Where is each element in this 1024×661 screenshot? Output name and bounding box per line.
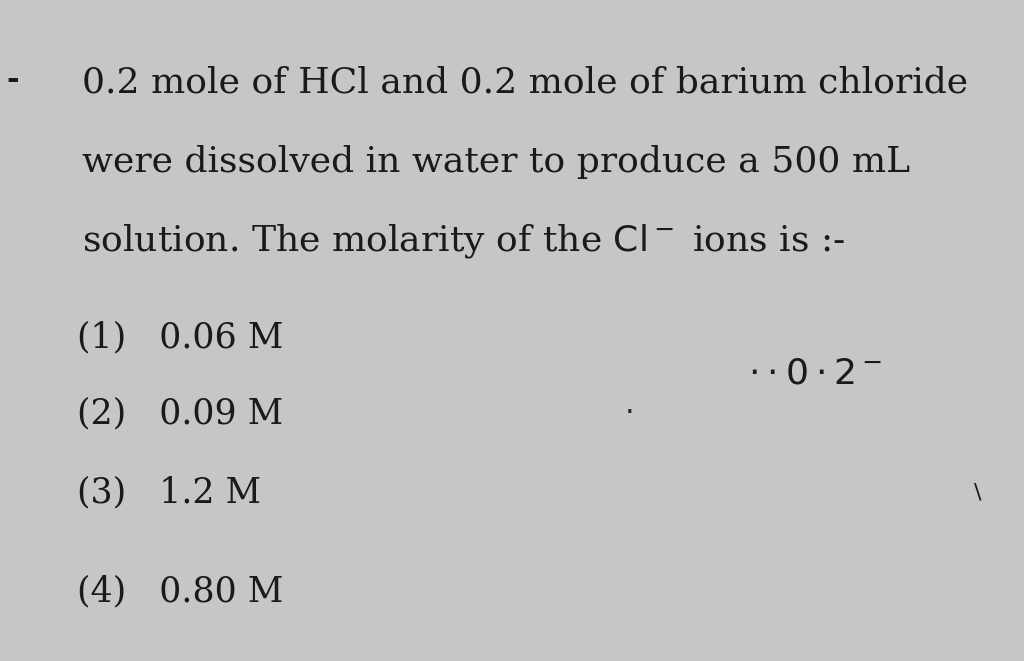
Text: (4)   0.80 M: (4) 0.80 M	[77, 574, 284, 609]
Text: (2)   0.09 M: (2) 0.09 M	[77, 396, 283, 430]
Text: (3)   1.2 M: (3) 1.2 M	[77, 475, 261, 510]
Text: $\cdot\cdot\mathit{0}\cdot\mathit{2}^-$: $\cdot\cdot\mathit{0}\cdot\mathit{2}^-$	[748, 356, 882, 391]
Text: -: -	[6, 64, 18, 95]
Text: were dissolved in water to produce a 500 mL: were dissolved in water to produce a 500…	[82, 145, 910, 179]
Text: ·: ·	[625, 399, 635, 428]
Text: 0.2 mole of HCl and 0.2 mole of barium chloride: 0.2 mole of HCl and 0.2 mole of barium c…	[82, 65, 968, 100]
Text: solution. The molarity of the $\mathrm{Cl}^-$ ions is :-: solution. The molarity of the $\mathrm{C…	[82, 222, 845, 260]
Text: (1)   0.06 M: (1) 0.06 M	[77, 320, 284, 354]
Text: $\backslash$: $\backslash$	[973, 482, 983, 503]
